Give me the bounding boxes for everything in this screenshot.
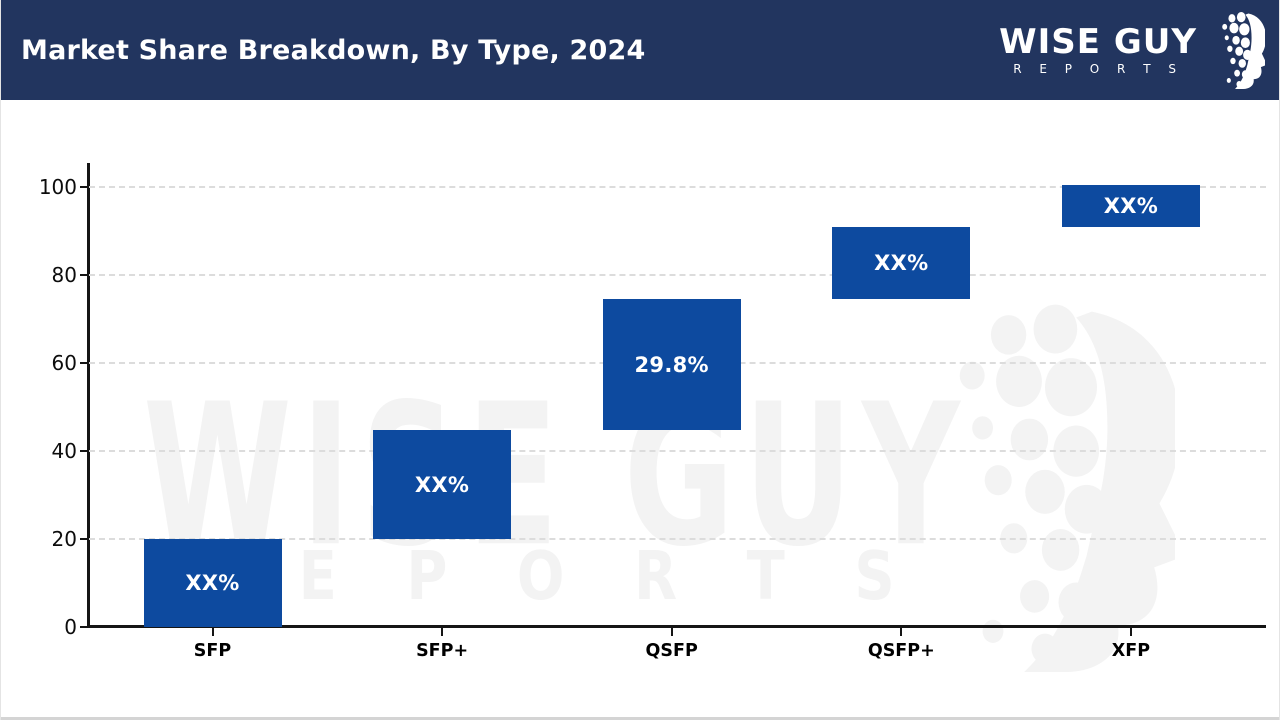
x-axis-line	[89, 625, 1266, 628]
y-tick-20	[80, 538, 89, 540]
logo-subtitle: R E P O R T S	[1013, 62, 1183, 76]
bottom-border	[1, 717, 1279, 720]
x-tick-XFP	[1129, 628, 1132, 636]
y-tick-100	[80, 186, 89, 188]
logo-text: WISE GUY R E P O R T S	[999, 25, 1197, 75]
header-bar: Market Share Breakdown, By Type, 2024 WI…	[1, 0, 1279, 100]
bar-value-label-QSFP+: XX%	[874, 250, 929, 275]
bar-SFP: XX%	[143, 539, 282, 627]
bar-SFP+: XX%	[373, 430, 512, 539]
gridline-80	[89, 274, 1266, 276]
y-tick-label-80: 80	[51, 263, 77, 287]
bar-value-label-SFP: XX%	[185, 571, 240, 595]
y-tick-label-20: 20	[51, 527, 77, 551]
wise-guy-logo: WISE GUY R E P O R T S	[999, 11, 1265, 89]
gridline-100	[89, 186, 1266, 188]
gridline-20	[89, 538, 1266, 540]
gridline-40	[89, 450, 1266, 452]
bar-QSFP+: XX%	[832, 226, 971, 300]
y-tick-40	[80, 450, 89, 452]
bar-value-label-SFP+: XX%	[414, 472, 470, 497]
logo-wordmark: WISE GUY	[999, 22, 1197, 62]
y-tick-label-0: 0	[64, 615, 77, 639]
x-tick-label-QSFP+: QSFP+	[867, 641, 935, 661]
x-tick-label-SFP: SFP	[193, 641, 232, 661]
x-tick-label-SFP+: SFP+	[416, 641, 469, 661]
x-tick-label-XFP: XFP	[1111, 641, 1151, 661]
x-tick-SFP	[211, 628, 214, 636]
x-tick-label-QSFP: QSFP	[645, 641, 698, 661]
y-tick-label-40: 40	[51, 439, 77, 463]
watermark-subtitle: R E P O R T S	[186, 538, 920, 616]
bar-value-label-QSFP: 29.8%	[634, 352, 709, 377]
watermark: WISE GUY R E P O R T S	[1, 100, 1279, 720]
y-axis-line	[87, 163, 90, 628]
x-tick-QSFP	[670, 628, 673, 636]
y-tick-60	[80, 362, 89, 364]
bar-QSFP: 29.8%	[602, 299, 741, 431]
page-title: Market Share Breakdown, By Type, 2024	[21, 34, 646, 66]
x-tick-QSFP+	[900, 628, 903, 636]
bar-value-label-XFP: XX%	[1103, 193, 1159, 218]
dotted-face-profile-icon	[1222, 11, 1265, 89]
watermark-face-icon	[959, 304, 1175, 672]
y-tick-80	[80, 274, 89, 276]
y-tick-0	[80, 626, 89, 628]
y-tick-label-100: 100	[38, 175, 77, 199]
x-tick-SFP+	[441, 628, 444, 636]
y-tick-label-60: 60	[51, 351, 77, 375]
bar-XFP: XX%	[1061, 185, 1200, 227]
